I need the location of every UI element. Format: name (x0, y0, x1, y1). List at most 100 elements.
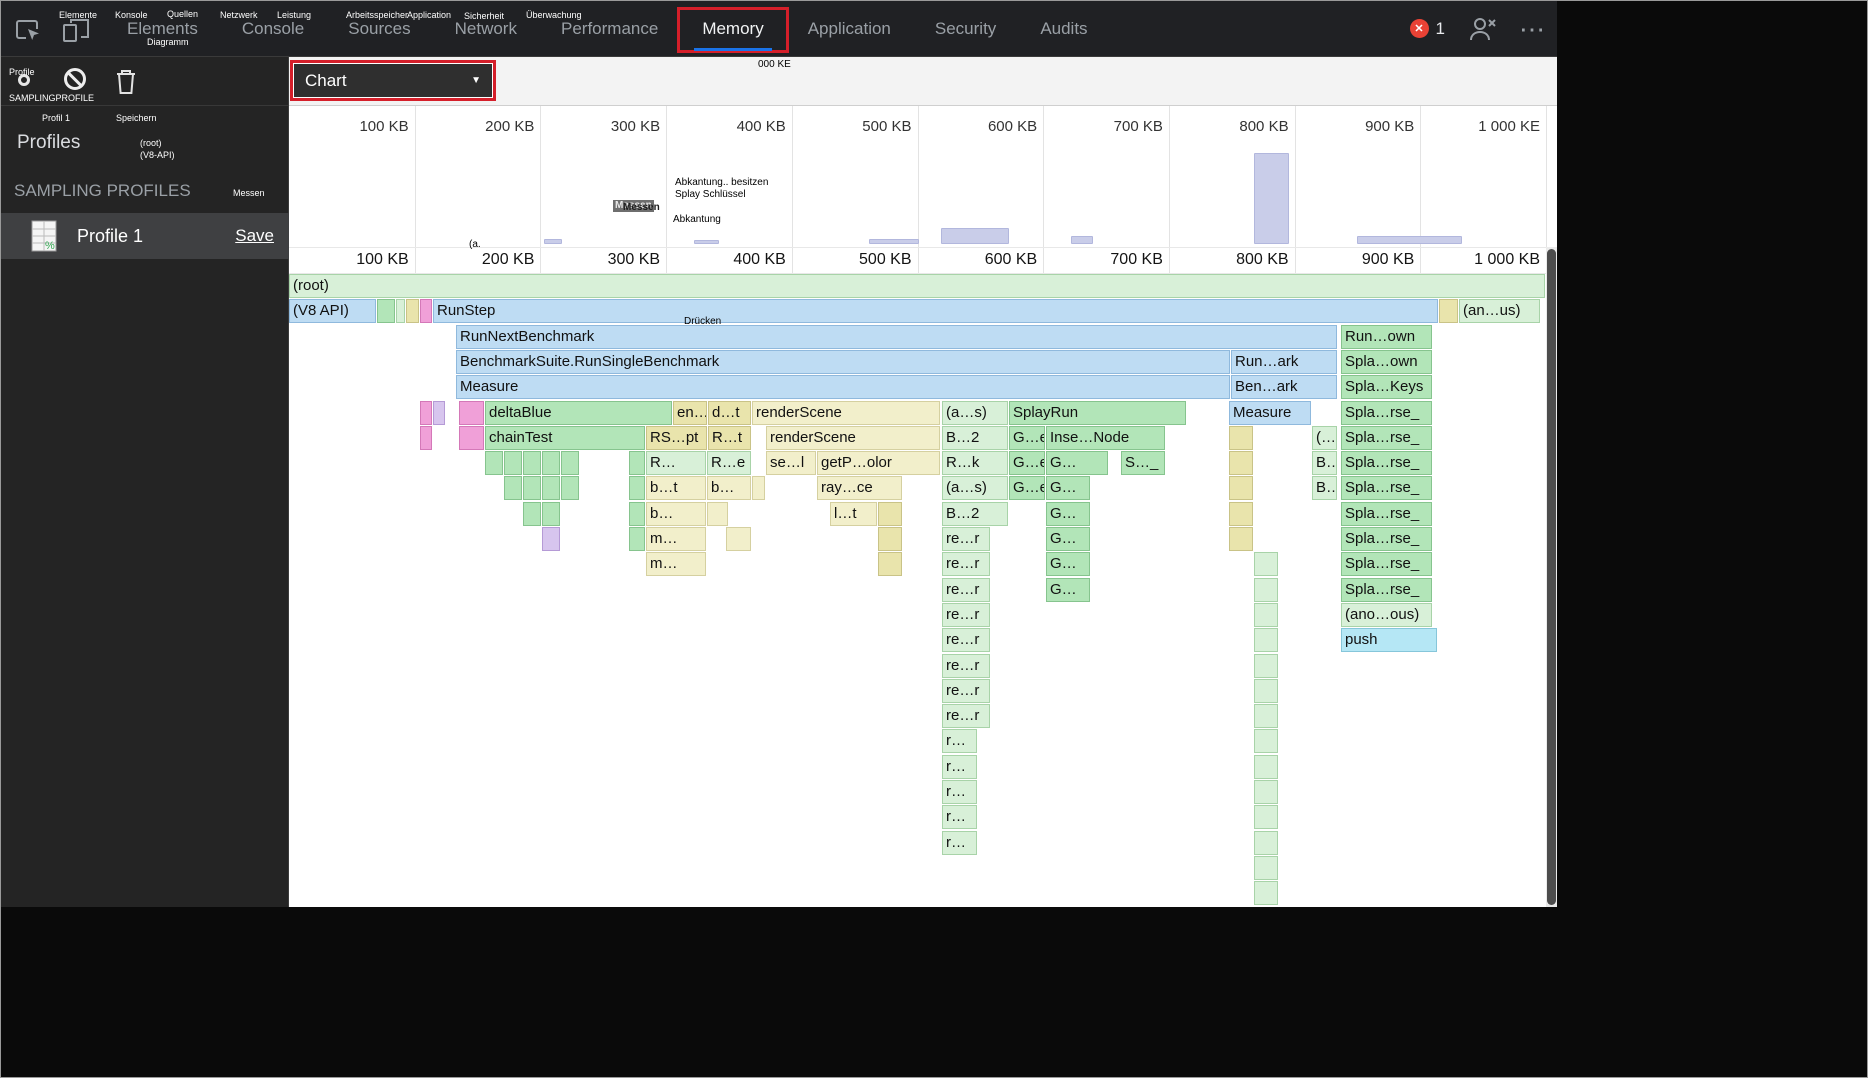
tab-elements[interactable]: Elements (105, 1, 220, 56)
flame-cell[interactable]: SplayRun (1009, 400, 1186, 425)
flame-cell[interactable]: en…pt (673, 400, 707, 425)
flame-cell[interactable] (1254, 906, 1278, 907)
flame-cell[interactable]: Spla…rse_ (1341, 451, 1432, 476)
flame-cell[interactable]: (root) (289, 274, 1545, 298)
flame-cell[interactable] (504, 476, 522, 501)
flame-cell[interactable] (523, 451, 541, 476)
flame-cell[interactable]: G…e (1009, 451, 1045, 476)
flame-cell[interactable]: re…r (942, 678, 990, 703)
tab-performance[interactable]: Performance (539, 1, 680, 56)
flame-cell[interactable]: se…l (766, 451, 816, 476)
flame-cell[interactable]: Spla…rse_ (1341, 552, 1432, 577)
flame-cell[interactable]: G… (1046, 501, 1090, 526)
flame-cell[interactable]: re…r (942, 577, 990, 602)
flame-cell[interactable] (396, 299, 405, 324)
flame-cell[interactable] (504, 451, 522, 476)
flame-cell[interactable]: r… (942, 780, 977, 804)
flame-cell[interactable]: push (1341, 628, 1437, 653)
flame-cell[interactable] (629, 527, 645, 551)
flame-cell[interactable]: re…r (942, 602, 990, 627)
flame-cell[interactable] (1229, 501, 1253, 526)
flame-cell[interactable]: G… (1046, 552, 1090, 577)
flame-cell[interactable] (707, 501, 728, 526)
flame-cell[interactable] (878, 552, 902, 577)
flame-cell[interactable] (561, 451, 579, 476)
flame-cell[interactable]: re…r (942, 653, 990, 678)
flame-cell[interactable]: b…t (646, 476, 706, 501)
flame-cell[interactable] (420, 299, 432, 324)
flame-cell[interactable]: (…) (1312, 425, 1337, 450)
flame-cell[interactable] (878, 501, 902, 526)
flame-cell[interactable]: (a…s) (942, 476, 1008, 501)
flame-cell[interactable]: G…e (1009, 476, 1045, 501)
vertical-scrollbar[interactable] (1546, 247, 1557, 907)
flame-cell[interactable]: d…t (708, 400, 751, 425)
flame-cell[interactable] (1254, 552, 1278, 577)
flame-cell[interactable]: B…2 (942, 501, 1008, 526)
tab-audits[interactable]: Audits (1018, 1, 1109, 56)
flame-cell[interactable] (1254, 780, 1278, 804)
flame-cell[interactable]: Measure (1229, 400, 1311, 425)
tab-sources[interactable]: Sources (326, 1, 432, 56)
flame-cell[interactable]: Measure (456, 375, 1230, 400)
flame-cell[interactable] (542, 476, 560, 501)
inspect-element-icon[interactable] (13, 15, 43, 45)
flame-cell[interactable] (629, 501, 645, 526)
flame-cell[interactable] (1254, 754, 1278, 779)
flame-cell[interactable]: RunStep (433, 299, 1438, 324)
flame-cell[interactable] (1254, 805, 1278, 830)
record-profile-icon[interactable] (18, 74, 30, 86)
flame-cell[interactable]: Ben…ark (1231, 375, 1337, 400)
flame-cell[interactable]: r… (942, 830, 977, 855)
flame-cell[interactable]: chainTest (485, 425, 645, 450)
flame-cell[interactable]: B… (1312, 451, 1337, 476)
flame-cell[interactable]: b… (646, 501, 706, 526)
flame-cell[interactable]: Spla…rse_ (1341, 527, 1432, 551)
overview-graph[interactable] (289, 141, 1546, 247)
more-menu-icon[interactable]: ⋯ (1519, 13, 1545, 44)
flame-cell[interactable]: re…r (942, 704, 990, 729)
flame-cell[interactable]: BenchmarkSuite.RunSingleBenchmark (456, 349, 1230, 374)
flame-cell[interactable] (377, 299, 395, 324)
flame-cell[interactable]: R…e (707, 451, 751, 476)
flame-cell[interactable] (1254, 855, 1278, 880)
flame-cell[interactable]: r… (942, 729, 977, 754)
flame-cell[interactable]: l…t (830, 501, 877, 526)
flame-cell[interactable] (1254, 830, 1278, 855)
error-badge[interactable]: ✕ 1 (1409, 19, 1445, 39)
flame-cell[interactable]: B… (1312, 476, 1337, 501)
flame-cell[interactable]: G… (1046, 527, 1090, 551)
tab-security[interactable]: Security (913, 1, 1018, 56)
flame-cell[interactable]: G…e (1009, 425, 1045, 450)
clear-profiles-icon[interactable] (64, 68, 86, 90)
flame-cell[interactable]: (V8 API) (289, 299, 376, 324)
flame-cell[interactable]: Spla…rse_ (1341, 577, 1432, 602)
flame-cell[interactable] (1254, 729, 1278, 754)
flame-cell[interactable]: renderScene (752, 400, 940, 425)
flame-cell[interactable] (752, 476, 765, 501)
user-icon[interactable] (1467, 15, 1497, 43)
flame-cell[interactable] (459, 425, 484, 450)
flame-cell[interactable]: G… (1046, 577, 1090, 602)
flame-cell[interactable]: Inse…Node (1046, 425, 1165, 450)
device-toolbar-icon[interactable] (61, 15, 91, 45)
flame-cell[interactable]: Spla…rse_ (1341, 476, 1432, 501)
flame-cell[interactable] (542, 451, 560, 476)
flame-cell[interactable] (523, 501, 541, 526)
flame-cell[interactable]: getP…olor (817, 451, 940, 476)
tab-application[interactable]: Application (786, 1, 913, 56)
flame-cell[interactable]: (ano…ous) (1341, 602, 1432, 627)
flame-cell[interactable]: renderScene (766, 425, 940, 450)
flame-cell[interactable]: re…r (942, 628, 990, 653)
flame-cell[interactable] (1254, 653, 1278, 678)
flame-cell[interactable] (433, 400, 445, 425)
flame-cell[interactable]: R… (646, 451, 706, 476)
flame-cell[interactable] (1254, 577, 1278, 602)
flame-cell[interactable]: (a…s) (942, 400, 1008, 425)
flame-cell[interactable]: S…_ (1121, 451, 1165, 476)
flame-cell[interactable] (1254, 881, 1278, 906)
flame-cell[interactable]: Spla…rse_ (1341, 501, 1432, 526)
flame-cell[interactable] (629, 476, 645, 501)
flame-cell[interactable] (561, 476, 579, 501)
flame-cell[interactable]: r… (942, 805, 977, 830)
